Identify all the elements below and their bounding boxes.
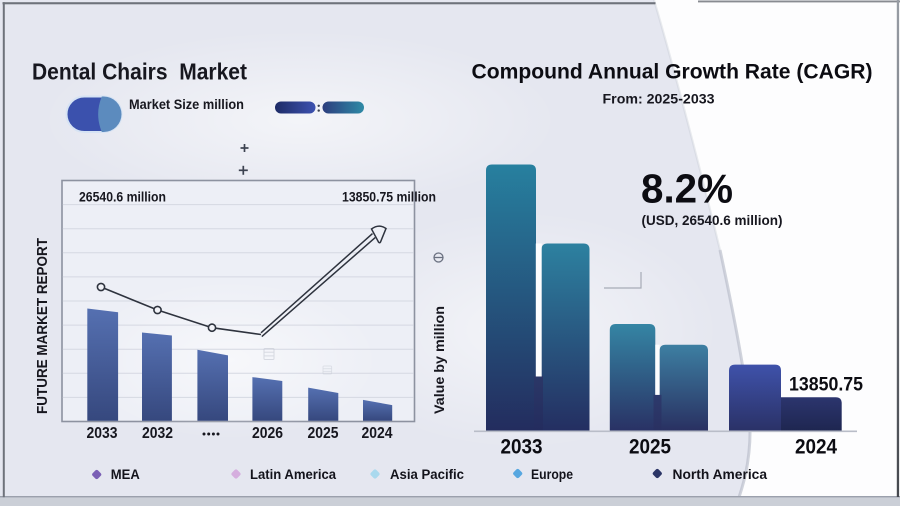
svg-text:Compound Annual Growth Rate (C: Compound Annual Growth Rate (CAGR) [472,60,873,84]
svg-text:(USD, 26540.6 million): (USD, 26540.6 million) [642,212,783,228]
svg-text:Europe: Europe [531,467,573,482]
svg-text:From: 2025-2033: From: 2025-2033 [603,91,715,107]
svg-text:13850.75: 13850.75 [789,374,863,396]
svg-text:8.2%: 8.2% [641,166,733,212]
svg-text:Asia Pacific: Asia Pacific [390,467,464,482]
svg-text:2033: 2033 [87,425,118,442]
svg-text:2026: 2026 [252,425,283,442]
svg-text:2025: 2025 [629,435,671,459]
svg-text:Latin America: Latin America [250,467,336,482]
svg-text:North America: North America [673,467,768,482]
svg-text:Market Size million: Market Size million [129,96,244,112]
svg-text:2025: 2025 [308,425,339,442]
svg-text:Value by million: Value by million [432,306,447,414]
svg-text:26540.6 million: 26540.6 million [79,189,166,205]
svg-text:2032: 2032 [142,425,173,442]
svg-text:FUTURE MARKET REPORT: FUTURE MARKET REPORT [34,238,51,414]
svg-text:2024: 2024 [795,435,837,459]
svg-text:Dental Chairs Market: Dental Chairs Market [32,59,247,85]
svg-text:MEA: MEA [111,467,140,482]
svg-text:2024: 2024 [362,425,393,442]
svg-text:2033: 2033 [501,435,543,459]
svg-text:13850.75 million: 13850.75 million [342,189,436,205]
